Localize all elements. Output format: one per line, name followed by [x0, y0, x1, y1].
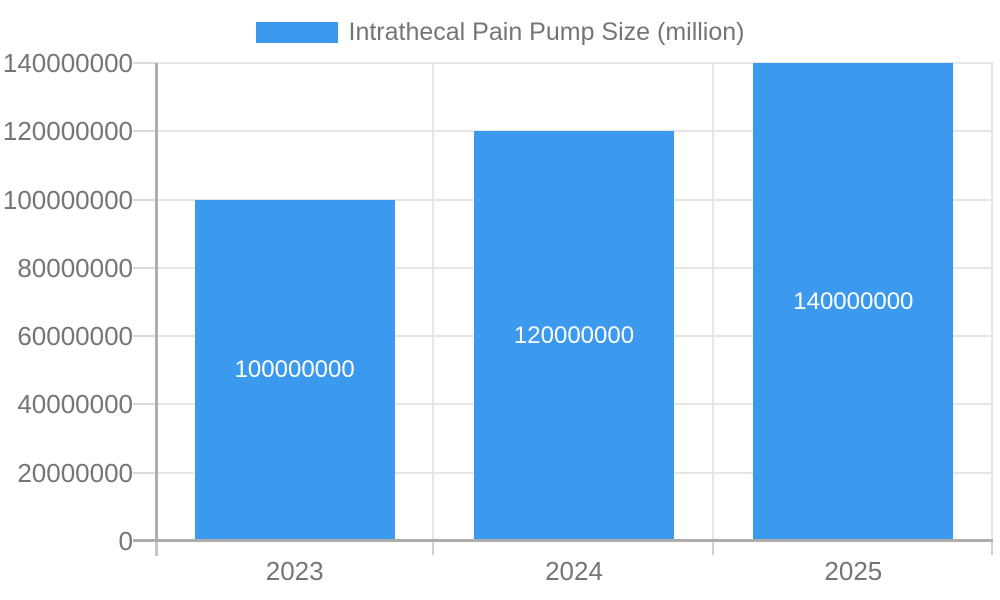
x-axis-labels: 2023 2024 2025 [155, 556, 993, 590]
x-axis-line [133, 539, 993, 542]
y-tick-label: 140000000 [2, 48, 133, 78]
y-tick-label: 20000000 [17, 457, 133, 488]
y-axis-labels: 0 20000000 40000000 60000000 80000000 1000000… [0, 50, 133, 554]
y-tick-label: 100000000 [2, 184, 133, 215]
gridline-vertical [712, 63, 714, 541]
y-tick-mark [133, 130, 155, 133]
y-tick-label: 80000000 [17, 252, 133, 283]
x-tick-label: 2024 [545, 556, 603, 586]
y-tick-label: 0 [118, 526, 133, 556]
y-tick-mark [133, 471, 155, 474]
y-tick-mark [133, 198, 155, 201]
bar-value-label: 100000000 [234, 356, 355, 384]
y-axis-tick-extension [155, 542, 158, 556]
gridline-horizontal [155, 62, 993, 64]
x-tick-label: 2023 [265, 556, 324, 586]
bar-2025 [753, 63, 954, 539]
y-tick-mark [133, 266, 155, 269]
bar-value-label: 140000000 [793, 288, 914, 315]
legend-label: Intrathecal Pain Pump Size (million) [348, 18, 745, 46]
gridline-vertical [432, 63, 434, 541]
y-axis-line [155, 63, 158, 542]
gridline-vertical [991, 63, 993, 541]
x-tick-mark [432, 541, 434, 555]
bar-2024 [474, 131, 674, 539]
plot-area: 100000000 120000000 140000000 [133, 62, 993, 556]
y-tick-label: 60000000 [17, 321, 133, 352]
x-tick-label: 2025 [824, 556, 883, 586]
y-tick-mark [133, 403, 155, 406]
y-tick-mark [133, 62, 155, 64]
y-tick-mark [133, 335, 155, 338]
legend-swatch [255, 21, 338, 43]
x-tick-mark [991, 541, 993, 555]
y-tick-label: 40000000 [17, 389, 133, 420]
bar-2023 [194, 199, 395, 539]
x-tick-mark [712, 541, 714, 555]
y-tick-label: 120000000 [2, 116, 133, 147]
bar-value-label: 120000000 [513, 322, 635, 350]
legend: Intrathecal Pain Pump Size (million) [0, 19, 1000, 45]
